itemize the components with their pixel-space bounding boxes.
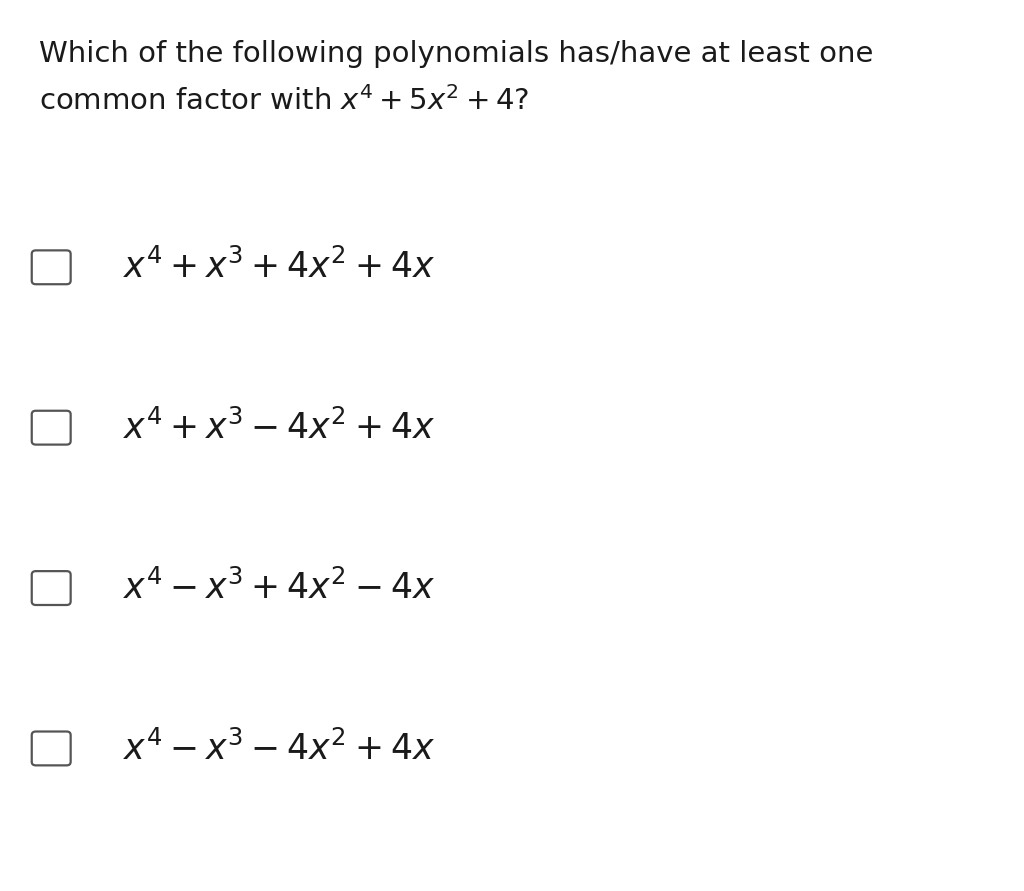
Text: $x^4 + x^3 - 4x^2 + 4x$: $x^4 + x^3 - 4x^2 + 4x$ — [123, 410, 435, 446]
FancyBboxPatch shape — [32, 571, 71, 605]
FancyBboxPatch shape — [32, 250, 71, 284]
Text: $x^4 - x^3 - 4x^2 + 4x$: $x^4 - x^3 - 4x^2 + 4x$ — [123, 731, 435, 766]
Text: common factor with $x^4 + 5x^2 + 4$?: common factor with $x^4 + 5x^2 + 4$? — [39, 86, 529, 117]
Text: Which of the following polynomials has/have at least one: Which of the following polynomials has/h… — [39, 40, 873, 68]
Text: $x^4 + x^3 + 4x^2 + 4x$: $x^4 + x^3 + 4x^2 + 4x$ — [123, 249, 435, 285]
FancyBboxPatch shape — [32, 411, 71, 445]
FancyBboxPatch shape — [32, 732, 71, 765]
Text: $x^4 - x^3 + 4x^2 - 4x$: $x^4 - x^3 + 4x^2 - 4x$ — [123, 570, 435, 606]
